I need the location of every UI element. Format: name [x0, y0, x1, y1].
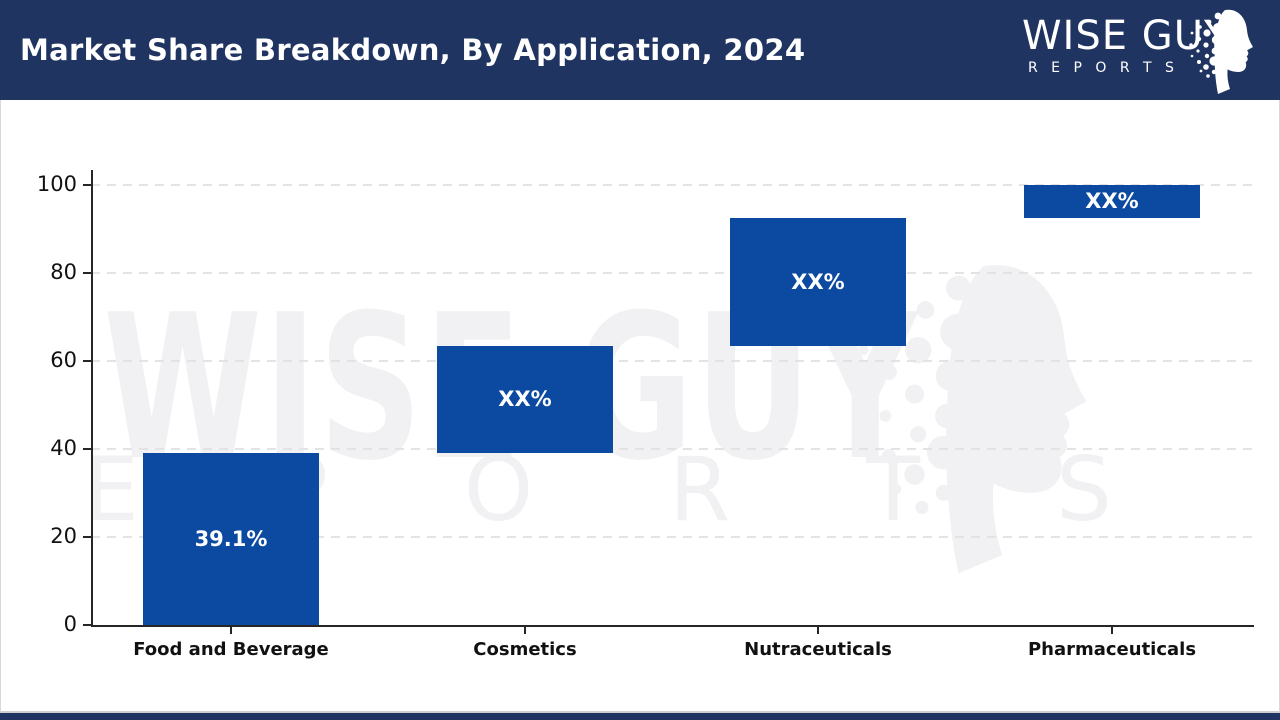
bar-value-label: XX%: [1085, 189, 1139, 213]
y-axis-tick-label: 100: [36, 172, 77, 196]
watermark-dotted-face-icon: [856, 265, 1087, 574]
y-axis-tick: [83, 448, 91, 450]
x-axis-line: [91, 625, 1254, 627]
y-axis-tick-label: 60: [50, 348, 77, 372]
y-axis-tick: [83, 360, 91, 362]
x-axis-tick: [1111, 627, 1113, 634]
y-axis-tick: [83, 536, 91, 538]
wise-guy-logo: WISE GUY R E P O R T S: [1022, 9, 1253, 94]
bar-value-label: 39.1%: [194, 526, 268, 551]
gridline: [91, 272, 1254, 274]
bar-value-label: XX%: [791, 270, 845, 294]
header-bar: Market Share Breakdown, By Application, …: [0, 0, 1280, 100]
bar-segment-food-and-beverage: [143, 452, 319, 625]
y-axis-tick-label: 20: [50, 524, 77, 548]
bar-value-label: XX%: [498, 387, 552, 412]
footer-bar: [0, 713, 1280, 720]
logo-wordmark: WISE GUY: [1022, 13, 1229, 59]
x-axis-tick: [230, 627, 232, 634]
category-label-pharmaceuticals: Pharmaceuticals: [1027, 639, 1197, 660]
gridline: [91, 536, 1254, 538]
gridline: [91, 360, 1254, 362]
gridline: [91, 184, 1254, 186]
y-axis-line: [91, 170, 93, 627]
y-axis-tick: [83, 272, 91, 274]
chart-area: WISE GUY R E P O R T S 0 20 40 60 80 100 39.1%…: [0, 100, 1280, 713]
y-axis-tick: [83, 184, 91, 186]
page-title: Market Share Breakdown, By Application, …: [20, 33, 806, 67]
category-label-food-and-beverage: Food and Beverage: [133, 639, 329, 660]
gridline: [91, 448, 1254, 450]
bar-segment-pharmaceuticals: [1024, 185, 1200, 218]
category-label-nutraceuticals: Nutraceuticals: [744, 639, 892, 660]
bar-segment-nutraceuticals: [730, 218, 906, 347]
y-axis-tick-label: 40: [50, 436, 77, 460]
y-axis-tick: [83, 624, 91, 626]
y-axis-tick-label: 80: [50, 260, 77, 284]
bar-segment-cosmetics: [437, 346, 613, 453]
logo-subtext: R E P O R T S: [1028, 60, 1178, 76]
logo-dotted-face-icon: [1189, 9, 1253, 94]
y-axis-tick-label: 0: [63, 612, 77, 636]
x-axis-tick: [817, 627, 819, 634]
x-axis-tick: [524, 627, 526, 634]
category-label-cosmetics: Cosmetics: [473, 639, 577, 660]
